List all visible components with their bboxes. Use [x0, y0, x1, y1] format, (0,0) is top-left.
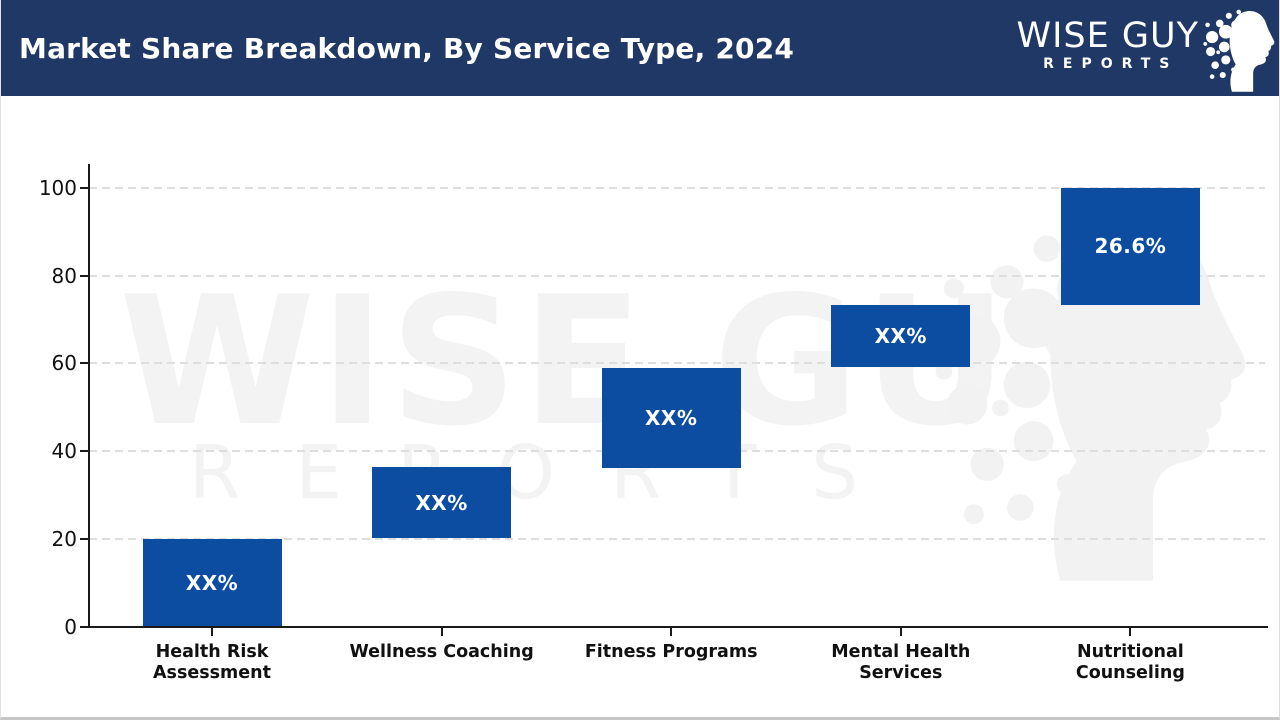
bar-value-label: XX% [644, 405, 698, 430]
logo-name: WISE GUY [1016, 16, 1199, 56]
y-tick-mark [80, 362, 88, 365]
page-title: Market Share Breakdown, By Service Type,… [19, 31, 795, 65]
x-tick-mark [899, 628, 902, 636]
x-tick-mark [440, 628, 443, 636]
bar-health-risk-assessment: XX% [142, 539, 282, 627]
logo-tagline: REPORTS [1043, 56, 1179, 72]
y-tick-mark [80, 186, 88, 189]
y-gridline [89, 538, 1265, 541]
bar-value-label: XX% [415, 490, 468, 515]
x-axis-line [88, 626, 1268, 628]
bar-value-label: 26.6% [1094, 234, 1167, 259]
background-watermark-tagline: REPORTS [189, 430, 914, 516]
x-tick-mark [670, 628, 673, 636]
y-tick-label: 80 [51, 263, 77, 288]
x-category-label: Nutritional Counseling [1075, 642, 1185, 683]
y-tick-label: 40 [51, 439, 77, 464]
y-tick-label: 100 [38, 175, 77, 200]
bar-value-label: XX% [185, 571, 239, 596]
x-tick-mark [1129, 628, 1132, 636]
y-tick-label: 0 [64, 615, 77, 639]
y-tick-mark [80, 626, 88, 628]
x-category-label: Mental Health Services [831, 642, 971, 683]
x-category-label: Fitness Programs [584, 642, 758, 662]
x-tick-mark [211, 628, 213, 636]
x-category-label: Wellness Coaching [349, 642, 534, 662]
y-tick-mark [80, 450, 88, 453]
y-gridline [89, 274, 1265, 277]
y-gridline [89, 186, 1265, 189]
y-gridline [89, 362, 1265, 365]
y-tick-label: 60 [51, 351, 77, 376]
bar-mental-health-services: XX% [831, 304, 971, 367]
bar-value-label: XX% [874, 323, 927, 348]
bar-nutritional-counseling: 26.6% [1060, 187, 1200, 305]
x-category-label: Health Risk Assessment [152, 642, 271, 683]
y-tick-mark [80, 274, 88, 277]
bar-fitness-programs: XX% [601, 367, 741, 468]
bar-wellness-coaching: XX% [372, 467, 512, 539]
wise-guy-reports-logo: WISE GUY REPORTS [1016, 0, 1279, 96]
y-axis-line [88, 164, 90, 628]
y-tick-label: 20 [51, 527, 77, 552]
y-tick-mark [80, 538, 88, 541]
logo-head-icon [1203, 9, 1275, 92]
header-banner: Market Share Breakdown, By Service Type,… [1, 0, 1279, 96]
